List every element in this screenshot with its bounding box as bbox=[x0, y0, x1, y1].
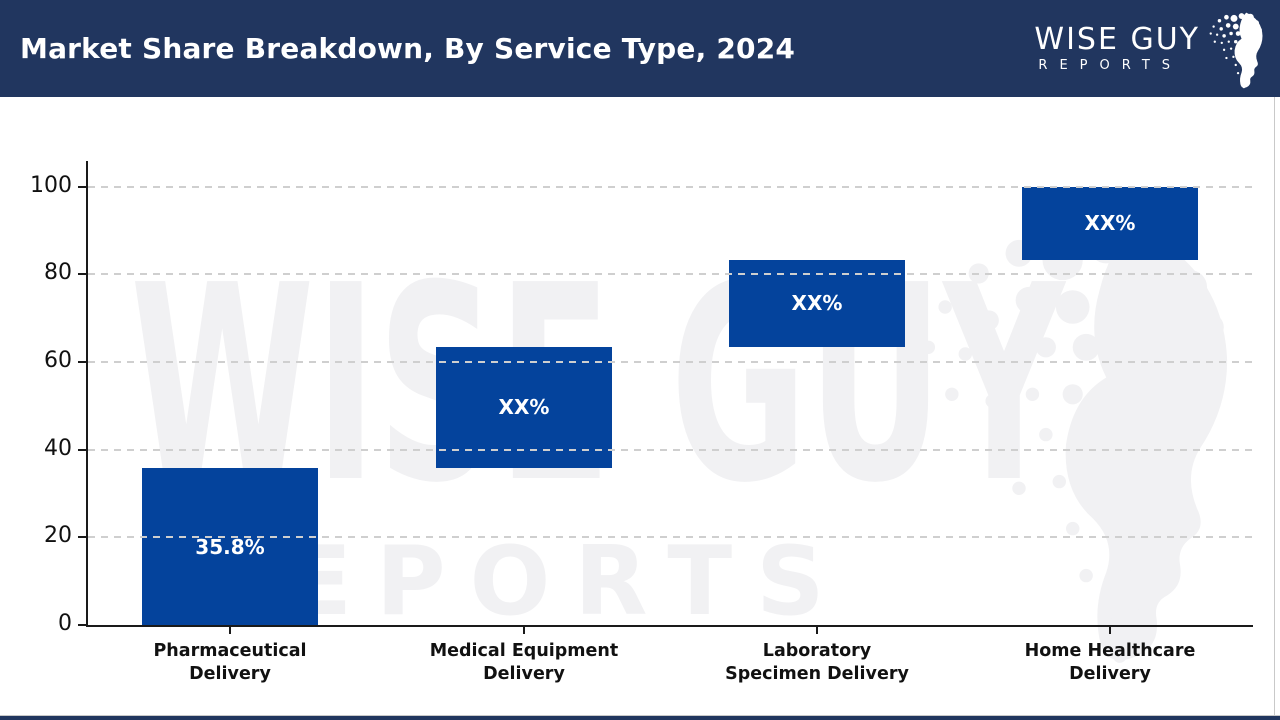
y-axis-tick bbox=[78, 624, 88, 626]
x-axis-category-label: Laboratory Specimen Delivery bbox=[725, 641, 909, 684]
bar-segment: 35.8% bbox=[142, 468, 318, 625]
y-axis-tick bbox=[78, 185, 88, 188]
x-axis-category-label: Medical Equipment Delivery bbox=[429, 641, 619, 684]
x-axis-category-label: Home Healthcare Delivery bbox=[1024, 641, 1196, 684]
gridline bbox=[88, 273, 1253, 276]
y-axis-tick bbox=[78, 536, 88, 539]
x-axis-tick bbox=[523, 625, 525, 634]
gridline bbox=[88, 536, 1253, 539]
brand-logo: WISE GUY REPORTS bbox=[1034, 0, 1266, 97]
logo-subtitle: REPORTS bbox=[1038, 58, 1183, 73]
frame-bottom-line bbox=[0, 715, 1280, 716]
y-axis-tick bbox=[78, 273, 88, 276]
y-axis-line bbox=[86, 161, 88, 627]
chart-title: Market Share Breakdown, By Service Type,… bbox=[20, 32, 796, 65]
y-axis-tick bbox=[78, 448, 88, 451]
x-axis-tick bbox=[816, 625, 818, 634]
x-axis-category-label: Pharmaceutical Delivery bbox=[153, 641, 307, 684]
gridline bbox=[88, 448, 1253, 451]
y-axis-tick bbox=[78, 360, 88, 363]
y-axis-tick-label: 0 bbox=[58, 611, 72, 636]
header-bar: Market Share Breakdown, By Service Type,… bbox=[0, 0, 1280, 97]
frame-right-line bbox=[1274, 97, 1275, 715]
bar-segment: XX% bbox=[436, 346, 612, 468]
gridline bbox=[88, 360, 1253, 363]
footer-strip bbox=[0, 716, 1280, 720]
y-axis-tick-label: 60 bbox=[44, 347, 72, 373]
bar-segment: XX% bbox=[1022, 186, 1198, 261]
logo-name: WISE GUY bbox=[1034, 22, 1200, 57]
x-axis-line bbox=[86, 625, 1253, 627]
y-axis-tick-label: 40 bbox=[44, 435, 72, 461]
logo-wordmark-block: WISE GUY REPORTS bbox=[1034, 22, 1200, 73]
y-axis-tick-label: 100 bbox=[30, 172, 72, 198]
x-axis-tick bbox=[1109, 625, 1111, 634]
x-axis-tick bbox=[229, 625, 231, 634]
gridline bbox=[88, 185, 1253, 188]
logo-head-icon bbox=[1202, 9, 1266, 93]
y-axis-tick-label: 80 bbox=[44, 260, 72, 286]
y-axis-tick-label: 20 bbox=[44, 523, 72, 549]
